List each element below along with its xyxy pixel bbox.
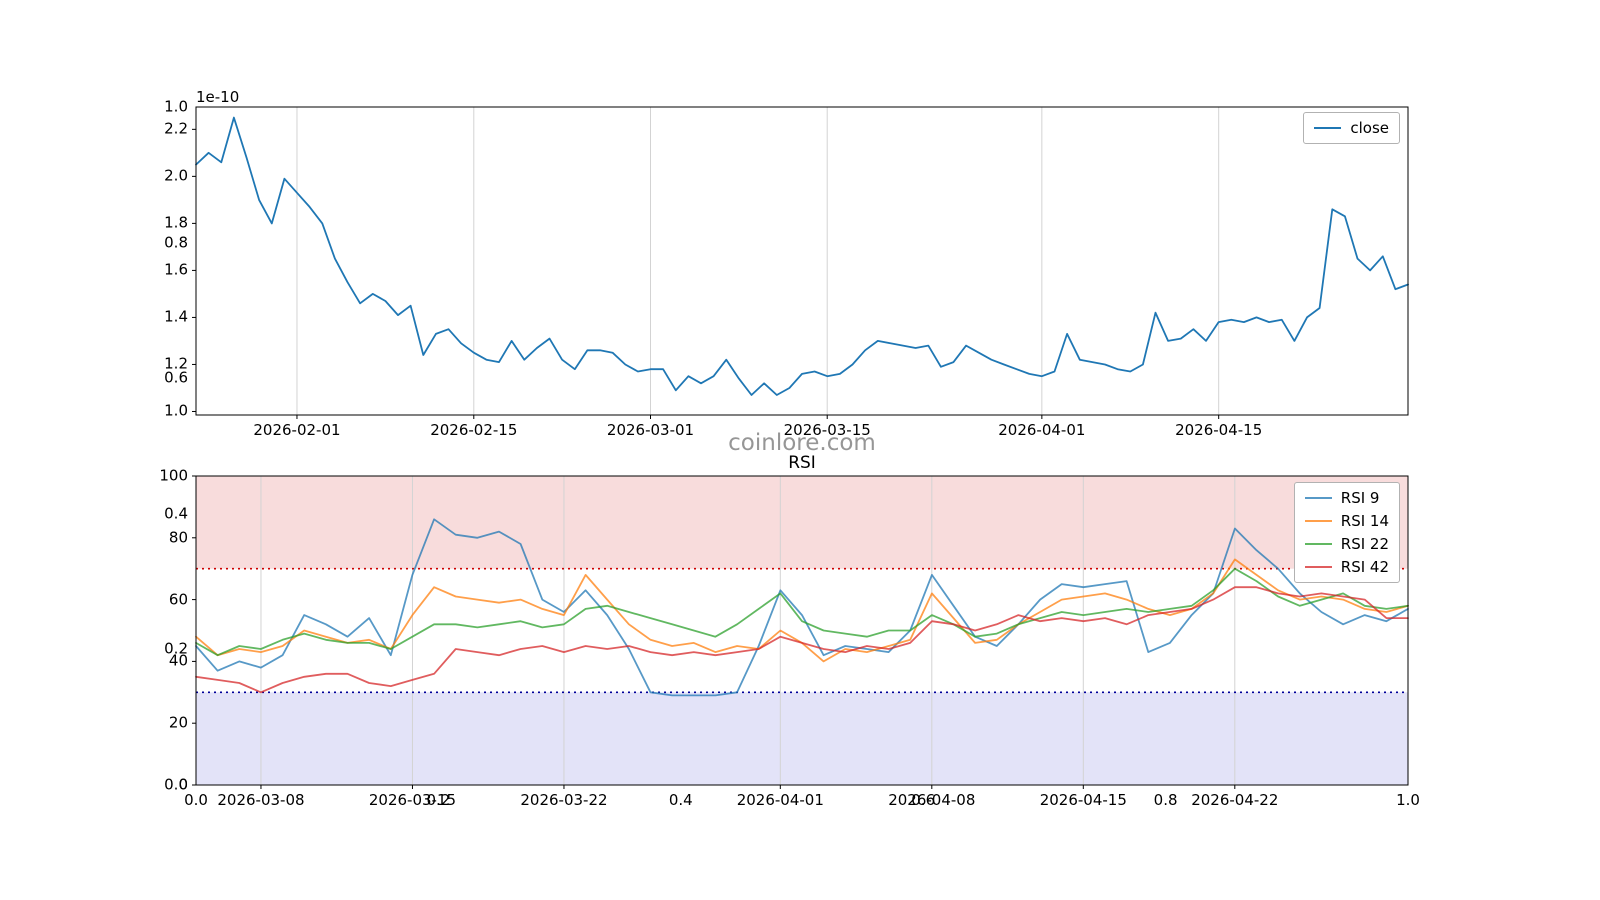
price-y-tick-label: 2.2 — [164, 119, 188, 138]
rsi-x-tick-label: 2026-04-08 — [888, 791, 976, 809]
legend-line-sample — [1304, 497, 1332, 499]
price-chart-legend: close — [1303, 112, 1400, 144]
legend-label: RSI 22 — [1340, 535, 1389, 553]
overlay-y-tick-label: 0.0 — [164, 775, 188, 794]
overlay-x-tick-label: 1.0 — [1396, 791, 1420, 809]
price-y-tick-label: 1.8 — [164, 213, 188, 232]
price-chart-canvas — [192, 106, 1409, 419]
legend-entry: RSI 42 — [1304, 558, 1389, 576]
legend-label: close — [1350, 119, 1389, 137]
price-x-tick-label: 2026-02-15 — [430, 421, 518, 439]
price-x-tick-label: 2026-03-15 — [783, 421, 871, 439]
legend-line-sample — [1304, 566, 1332, 568]
overlay-x-tick-label: 0.0 — [184, 791, 208, 809]
legend-entry: RSI 9 — [1304, 489, 1389, 507]
price-x-tick-label: 2026-04-01 — [998, 421, 1086, 439]
price-x-tick-label: 2026-04-15 — [1175, 421, 1263, 439]
overlay-x-tick-label: 0.2 — [426, 791, 451, 809]
price-y-tick-label: 1.0 — [164, 401, 188, 420]
overlay-x-tick-label: 0.4 — [668, 791, 693, 809]
overlay-x-tick-label: 0.6 — [911, 791, 936, 809]
overlay-x-tick-label: 0.8 — [1153, 791, 1178, 809]
rsi-y-tick-label: 100 — [159, 466, 188, 485]
price-x-tick-label: 2026-02-01 — [253, 421, 341, 439]
rsi-y-tick-label: 0 — [178, 775, 188, 794]
price-y-tick-label: 1.2 — [164, 354, 188, 373]
rsi-y-tick-label: 40 — [168, 651, 188, 670]
rsi-y-tick-label: 60 — [168, 590, 188, 609]
overlay-y-tick-label: 0.8 — [164, 233, 188, 252]
price-x-tick-label: 2026-03-01 — [606, 421, 695, 439]
price-y-tick-label: 2.0 — [164, 166, 188, 185]
rsi-y-tick-label: 20 — [168, 713, 188, 732]
rsi-x-tick-label: 2026-04-15 — [1039, 791, 1127, 809]
legend-entry: close — [1314, 119, 1389, 137]
watermark: coinlore.com — [728, 430, 876, 456]
legend-label: RSI 42 — [1340, 558, 1389, 576]
rsi-x-tick-label: 2026-04-01 — [736, 791, 824, 809]
rsi-x-tick-label: 2026-03-15 — [368, 791, 457, 809]
rsi-chart-title: RSI — [788, 453, 816, 473]
price-y-tick-label: 1.4 — [164, 307, 188, 326]
legend-label: RSI 14 — [1340, 512, 1389, 530]
legend-label: RSI 9 — [1340, 489, 1380, 507]
rsi-chart-legend: RSI 9 RSI 14 RSI 22 RSI 42 — [1293, 482, 1400, 583]
price-y-tick-label: 1.6 — [164, 260, 188, 279]
overlay-y-tick-label: 0.2 — [164, 639, 188, 658]
legend-line-sample — [1304, 543, 1332, 545]
rsi-x-tick-label: 2026-03-08 — [217, 791, 305, 809]
overlay-y-tick-label: 1.0 — [164, 97, 188, 116]
legend-line-sample — [1314, 127, 1342, 129]
rsi-x-tick-label: 2026-04-22 — [1191, 791, 1279, 809]
overlay-y-tick-label: 0.4 — [164, 504, 188, 523]
y-axis-offset-label: 1e-10 — [196, 88, 240, 106]
rsi-x-tick-label: 2026-03-22 — [520, 791, 608, 809]
overlay-y-tick-label: 0.6 — [164, 368, 188, 387]
rsi-chart-canvas — [192, 475, 1409, 789]
rsi-y-tick-label: 80 — [168, 528, 188, 547]
legend-entry: RSI 14 — [1304, 512, 1389, 530]
legend-entry: RSI 22 — [1304, 535, 1389, 553]
legend-line-sample — [1304, 520, 1332, 522]
